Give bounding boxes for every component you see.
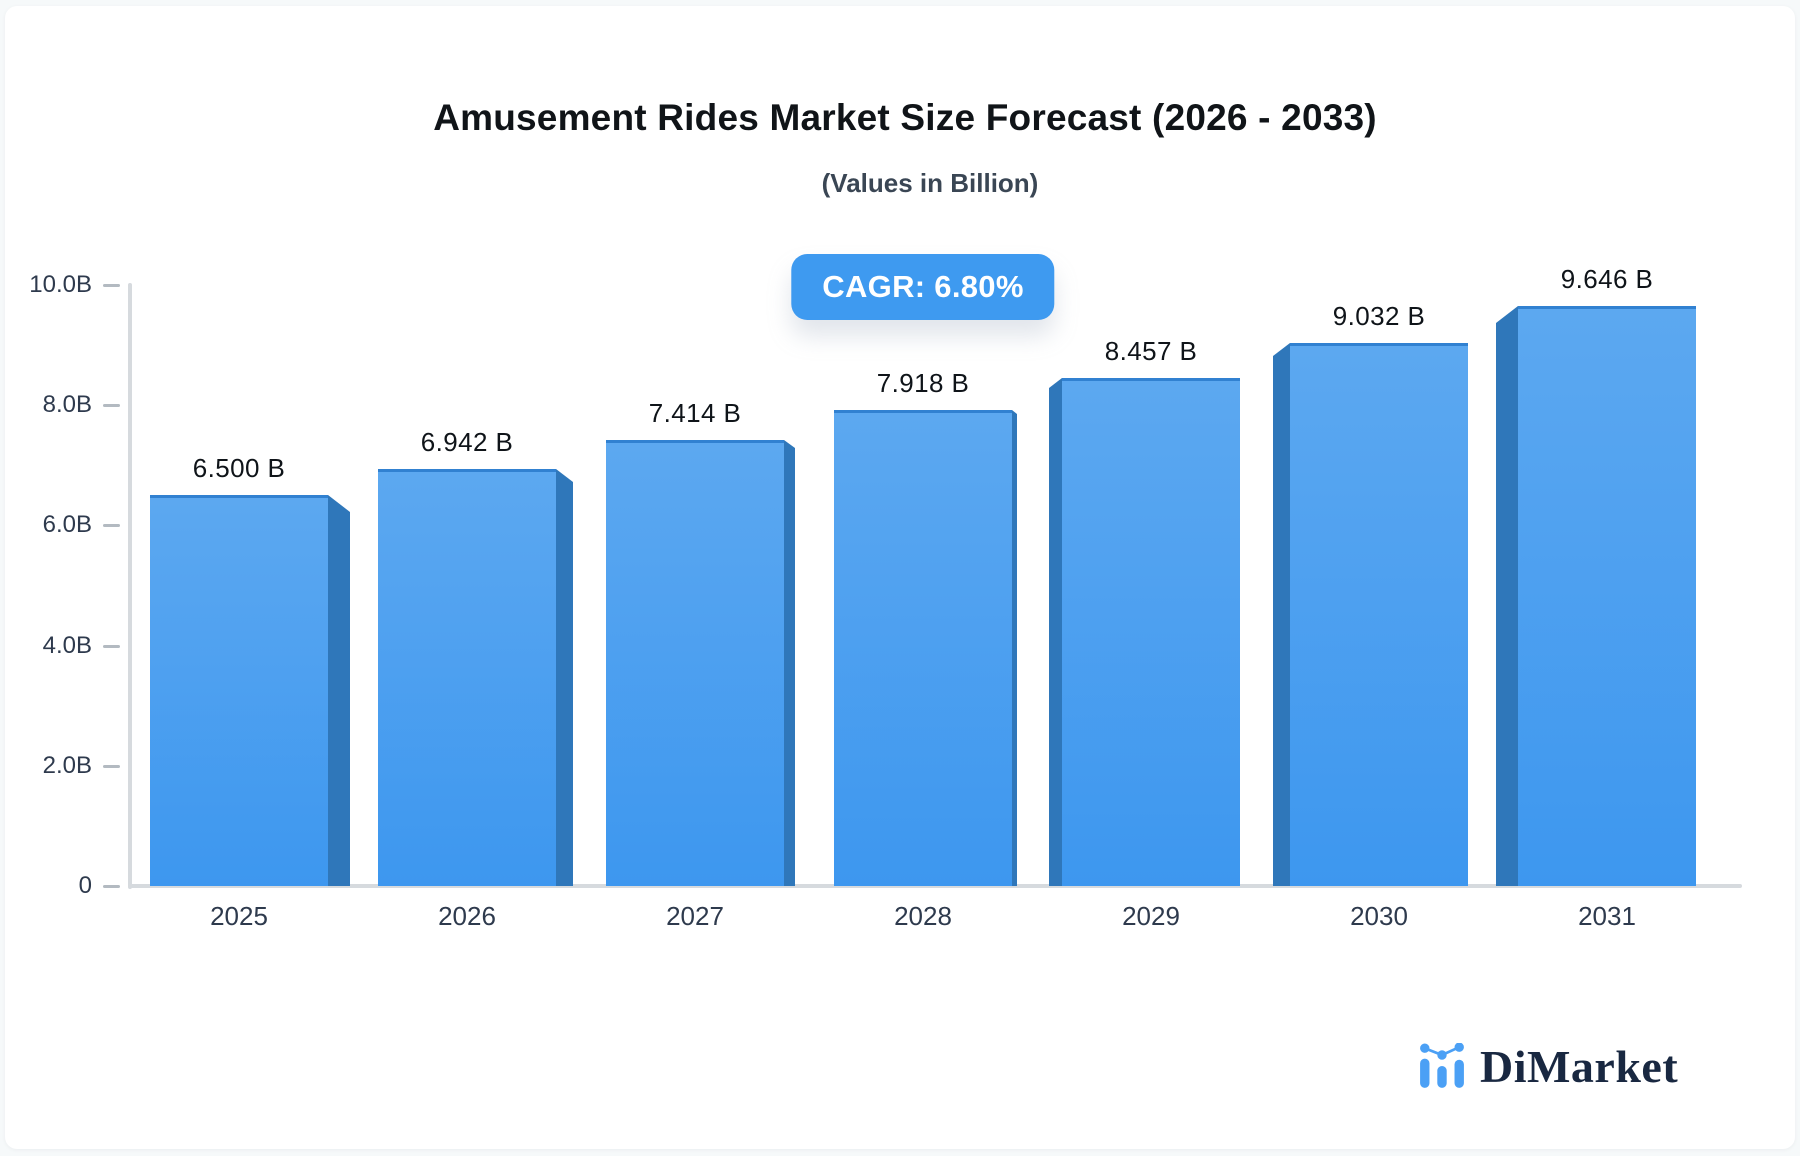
bar-2029 — [1062, 378, 1240, 886]
y-axis-line — [128, 283, 132, 889]
x-axis-label: 2027 — [666, 901, 724, 931]
bar-value-label: 6.500 B — [192, 453, 286, 483]
x-axis-label: 2029 — [1122, 901, 1180, 931]
bar-2025 — [150, 495, 328, 886]
bar-2028 — [834, 410, 1012, 886]
x-axis-label: 2026 — [438, 901, 496, 931]
y-tick-label: 10.0B — [29, 271, 92, 298]
y-tick-label: 6.0B — [42, 511, 92, 538]
bar-value-label: 8.457 B — [1104, 336, 1198, 366]
y-tick-mark — [103, 524, 120, 527]
bar-2026-side-face — [556, 469, 573, 886]
y-tick-mark — [103, 404, 120, 407]
bar-2030-side-face — [1273, 343, 1290, 886]
bar-2031 — [1518, 306, 1696, 886]
bar-2028-side-face — [1012, 410, 1017, 886]
brand-logo: DiMarket — [1419, 1040, 1678, 1093]
y-tick-label: 2.0B — [42, 752, 92, 779]
y-tick-mark — [103, 765, 120, 768]
x-axis-label: 2031 — [1578, 901, 1636, 931]
x-axis-label: 2025 — [210, 901, 268, 931]
bar-value-label: 7.414 B — [648, 398, 742, 428]
x-axis-line — [128, 884, 1742, 888]
y-tick-mark — [103, 284, 120, 287]
bar-2029-side-face — [1049, 378, 1062, 886]
x-axis-label: 2028 — [894, 901, 952, 931]
y-tick-mark — [103, 645, 120, 648]
chart-title: Amusement Rides Market Size Forecast (20… — [433, 97, 1377, 138]
bar-2031-side-face — [1496, 306, 1518, 886]
bar-2025-side-face — [328, 495, 350, 886]
bar-value-label: 6.942 B — [420, 427, 514, 457]
bar-2026 — [378, 469, 556, 886]
bar-2027-side-face — [784, 440, 795, 886]
chart-subtitle: (Values in Billion) — [821, 168, 1039, 198]
bar-value-label: 7.918 B — [876, 368, 970, 398]
y-tick-mark — [103, 885, 120, 888]
bar-2027 — [606, 440, 784, 886]
cagr-badge: CAGR: 6.80% — [791, 254, 1055, 320]
bar-value-label: 9.032 B — [1332, 301, 1426, 331]
brand-logo-text: DiMarket — [1480, 1041, 1679, 1092]
y-tick-label: 0 — [78, 872, 92, 899]
y-tick-label: 8.0B — [42, 391, 92, 418]
y-tick-label: 4.0B — [42, 632, 92, 659]
bar-value-label: 9.646 B — [1560, 264, 1654, 294]
bar-2030 — [1290, 343, 1468, 886]
x-axis-label: 2030 — [1350, 901, 1408, 931]
bar-chart-logo-icon — [1420, 1042, 1464, 1088]
